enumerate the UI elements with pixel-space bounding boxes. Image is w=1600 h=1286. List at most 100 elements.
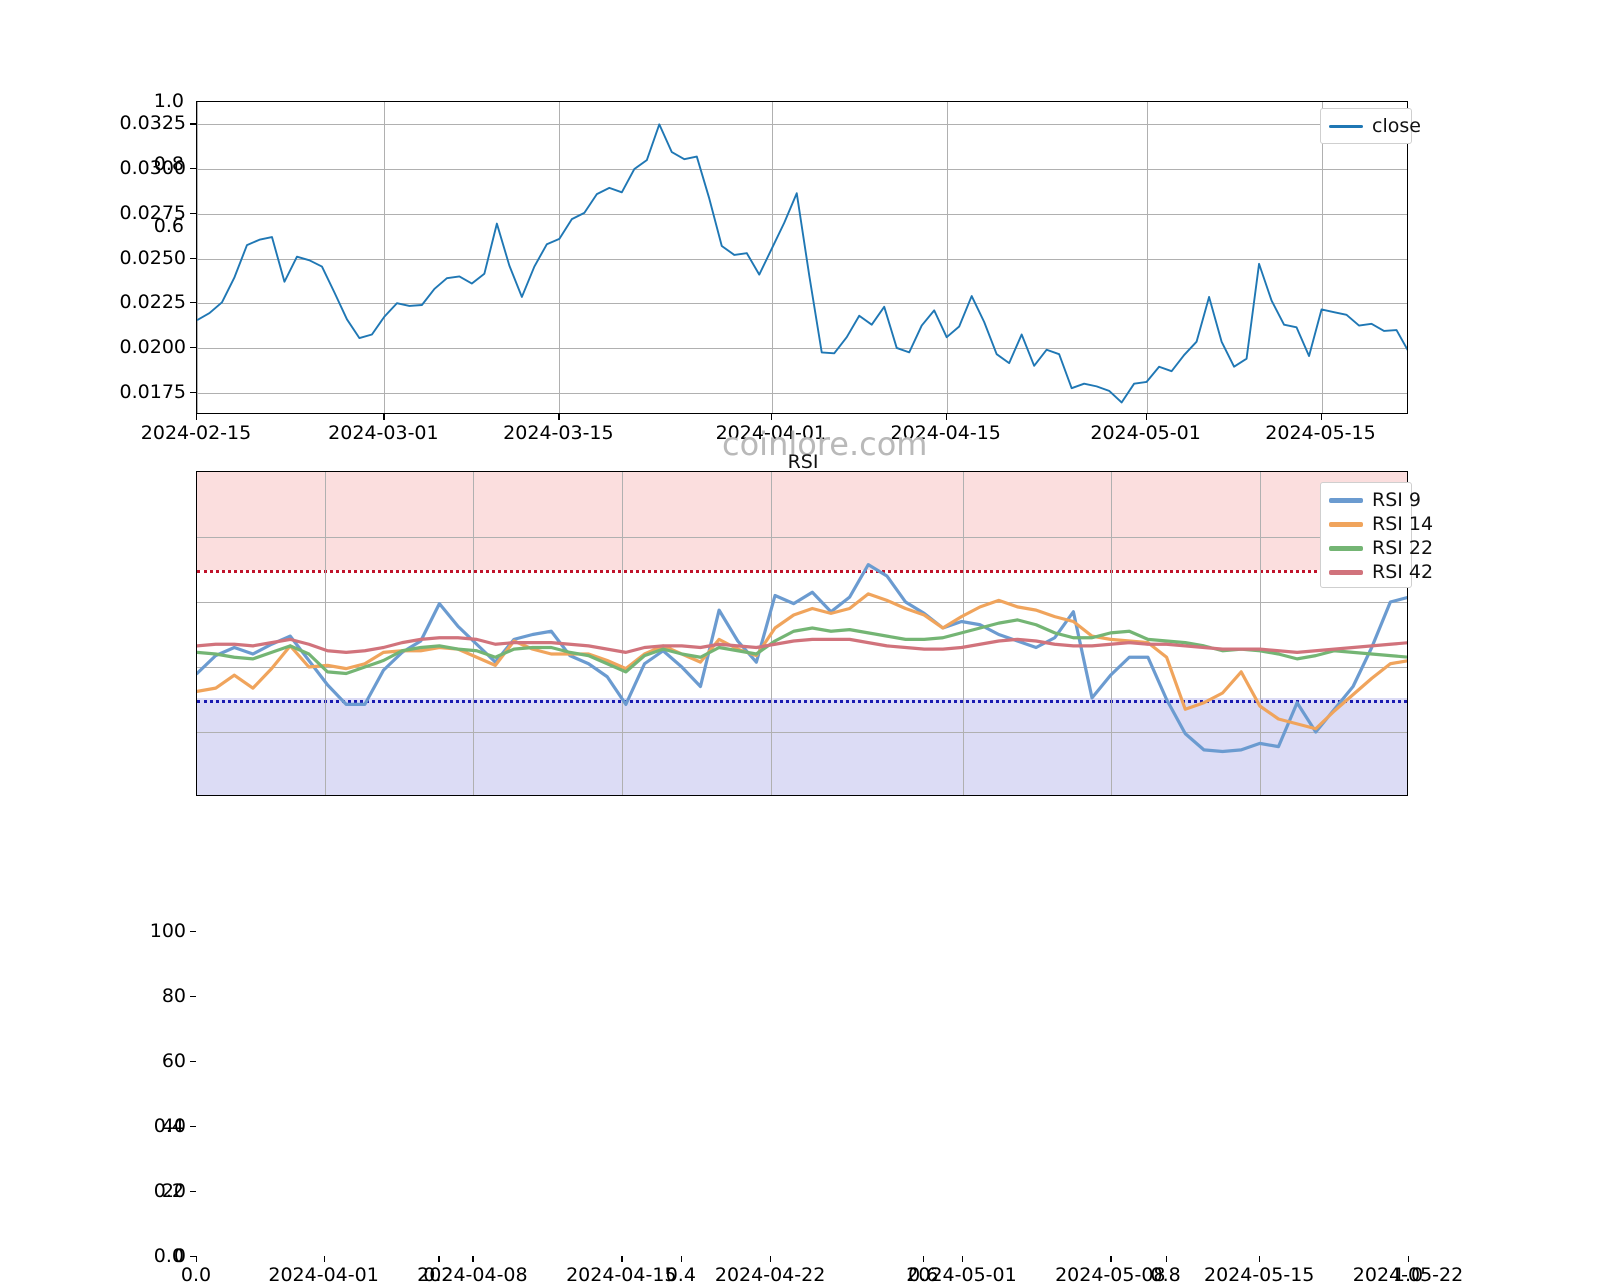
rsi-x-tickmark-overlay xyxy=(438,1256,440,1262)
legend-item-rsi-42[interactable]: RSI 42 xyxy=(1329,560,1433,584)
price-y-tick-label: 0.0325 xyxy=(119,112,186,135)
rsi-x-tickmark-overlay xyxy=(923,1256,925,1262)
rsi-gridline-h xyxy=(197,667,1407,668)
price-gridline-v xyxy=(197,102,198,413)
price-x-tickmark xyxy=(1145,414,1147,420)
rsi-y-tickmark xyxy=(190,931,196,933)
rsi-x-tickmark-overlay xyxy=(1408,1256,1410,1262)
oversold-threshold-line xyxy=(197,699,1407,703)
rsi-legend[interactable]: RSI 9 RSI 14 RSI 22 RSI 42 xyxy=(1320,482,1433,588)
rsi-x-tick-label: 2024-05-15 xyxy=(1203,1264,1315,1286)
rsi-x-tickmark xyxy=(1110,1256,1112,1262)
price-y-tick-label-overlay: 0.6 xyxy=(153,215,184,238)
price-y-tickmark xyxy=(190,391,196,393)
price-gridline-h xyxy=(197,347,1407,349)
legend-label-close: close xyxy=(1372,115,1421,137)
rsi-x-tick-label-overlay: 1.0 xyxy=(1392,1264,1424,1286)
rsi-gridline-v xyxy=(1260,472,1262,795)
price-y-tick-label: 0.0300 xyxy=(119,157,186,180)
legend-item-rsi-22[interactable]: RSI 22 xyxy=(1329,536,1433,560)
rsi-line-rsi-42 xyxy=(197,636,1407,654)
price-gridline-h xyxy=(197,303,1407,305)
rsi-x-tickmark xyxy=(770,1256,772,1262)
price-y-tick-label: 0.0250 xyxy=(119,246,186,269)
rsi-gridline-h xyxy=(197,732,1407,733)
price-x-tickmark xyxy=(1320,414,1322,420)
price-gridline-h xyxy=(197,124,1407,126)
rsi-x-tick-label-overlay: 0.8 xyxy=(1150,1264,1181,1286)
rsi-x-tickmark-overlay xyxy=(196,1256,198,1262)
rsi-plot-area xyxy=(196,471,1408,796)
price-gridline-v xyxy=(946,102,948,413)
rsi-x-tick-label: 2024-04-22 xyxy=(714,1264,826,1286)
legend-swatch-rsi-42 xyxy=(1329,569,1363,575)
price-gridline-v xyxy=(384,102,386,413)
rsi-x-tickmark-overlay xyxy=(680,1256,683,1262)
price-x-tickmark xyxy=(945,414,947,420)
rsi-x-tickmark xyxy=(472,1256,474,1262)
rsi-y-tick-label: 60 xyxy=(161,1050,186,1072)
price-x-tick-label: 2024-04-15 xyxy=(890,422,1001,444)
price-gridline-v xyxy=(1146,102,1148,413)
price-y-tickmark xyxy=(190,257,196,259)
price-y-tickmark xyxy=(190,212,196,215)
price-x-tick-label: 2024-02-15 xyxy=(140,422,252,444)
rsi-x-tickmark xyxy=(1259,1256,1261,1262)
price-gridline-h xyxy=(197,258,1407,260)
price-x-tick-label: 2024-05-15 xyxy=(1265,422,1376,444)
overbought-threshold-line xyxy=(197,569,1407,573)
price-gridline-v xyxy=(559,102,561,413)
price-gridline-h xyxy=(197,213,1407,215)
price-gridline-v xyxy=(1321,102,1323,413)
price-y-tick-label-overlay: 0.8 xyxy=(153,152,184,175)
rsi-line-rsi-22 xyxy=(197,618,1407,676)
rsi-x-tick-label: 2024-04-01 xyxy=(268,1264,379,1286)
legend-swatch-rsi-9 xyxy=(1329,497,1363,503)
rsi-x-tick-label-overlay: 0.4 xyxy=(665,1264,696,1286)
rsi-gridline-v xyxy=(473,472,475,795)
legend-swatch-rsi-14 xyxy=(1329,521,1363,527)
rsi-gridline-h xyxy=(197,602,1407,603)
price-y-tickmark xyxy=(190,123,196,125)
rsi-x-tickmark-overlay xyxy=(1165,1256,1167,1262)
price-y-tick-label: 0.0200 xyxy=(119,335,186,358)
price-gridline-v xyxy=(771,102,773,413)
price-x-tickmark xyxy=(558,414,560,420)
price-panel: 0.0325 0.0300 0.0275 0.0250 0.0225 0.0200 0.01… xyxy=(0,0,1600,460)
legend-item-close[interactable]: close xyxy=(1329,114,1421,138)
rsi-x-tick-label: 2024-05-08 xyxy=(1055,1264,1166,1286)
price-gridline-h xyxy=(197,169,1407,171)
price-y-tick-label: 0.0225 xyxy=(119,291,186,314)
price-series-close xyxy=(197,123,1407,404)
price-x-tick-label: 2024-03-15 xyxy=(503,422,614,444)
rsi-x-tickmark xyxy=(961,1256,963,1262)
price-x-tickmark xyxy=(770,414,773,420)
legend-item-rsi-9[interactable]: RSI 9 xyxy=(1329,488,1421,512)
price-y-tick-label: 0.0275 xyxy=(119,201,186,224)
price-y-tickmark xyxy=(190,168,196,170)
overbought-zone xyxy=(197,472,1407,570)
legend-item-rsi-14[interactable]: RSI 14 xyxy=(1329,512,1433,536)
price-gridline-h xyxy=(197,392,1407,394)
price-y-tickmark xyxy=(190,346,196,349)
rsi-y-tick-label: 80 xyxy=(161,985,186,1007)
rsi-y-tick-label-overlay: 0.0 xyxy=(153,1245,184,1267)
rsi-gridline-h xyxy=(197,537,1407,538)
price-x-tickmark xyxy=(383,414,385,420)
price-legend[interactable]: close xyxy=(1320,108,1421,144)
legend-label-rsi-9: RSI 9 xyxy=(1372,489,1421,511)
price-y-tick-label-overlay: 1.0 xyxy=(153,90,184,112)
rsi-x-tickmark xyxy=(323,1256,325,1262)
rsi-gridline-v xyxy=(324,472,326,795)
rsi-x-tick-label-overlay: 0.0 xyxy=(180,1264,212,1286)
rsi-y-tickmark xyxy=(190,1191,196,1193)
rsi-y-tick-label-overlay: 0.2 xyxy=(153,1180,184,1202)
rsi-y-tickmark xyxy=(190,996,196,998)
rsi-gridline-v xyxy=(622,472,624,795)
rsi-x-tick-label-overlay: 0.2 xyxy=(423,1264,454,1286)
price-plot-area xyxy=(196,101,1408,414)
rsi-panel: 100 80 60 40 20 0 0.4 0.2 0.0 2024-04-01 2024-04… xyxy=(0,460,1600,1286)
legend-label-rsi-14: RSI 14 xyxy=(1372,513,1434,535)
price-x-tick-label: 2024-03-01 xyxy=(328,422,439,444)
